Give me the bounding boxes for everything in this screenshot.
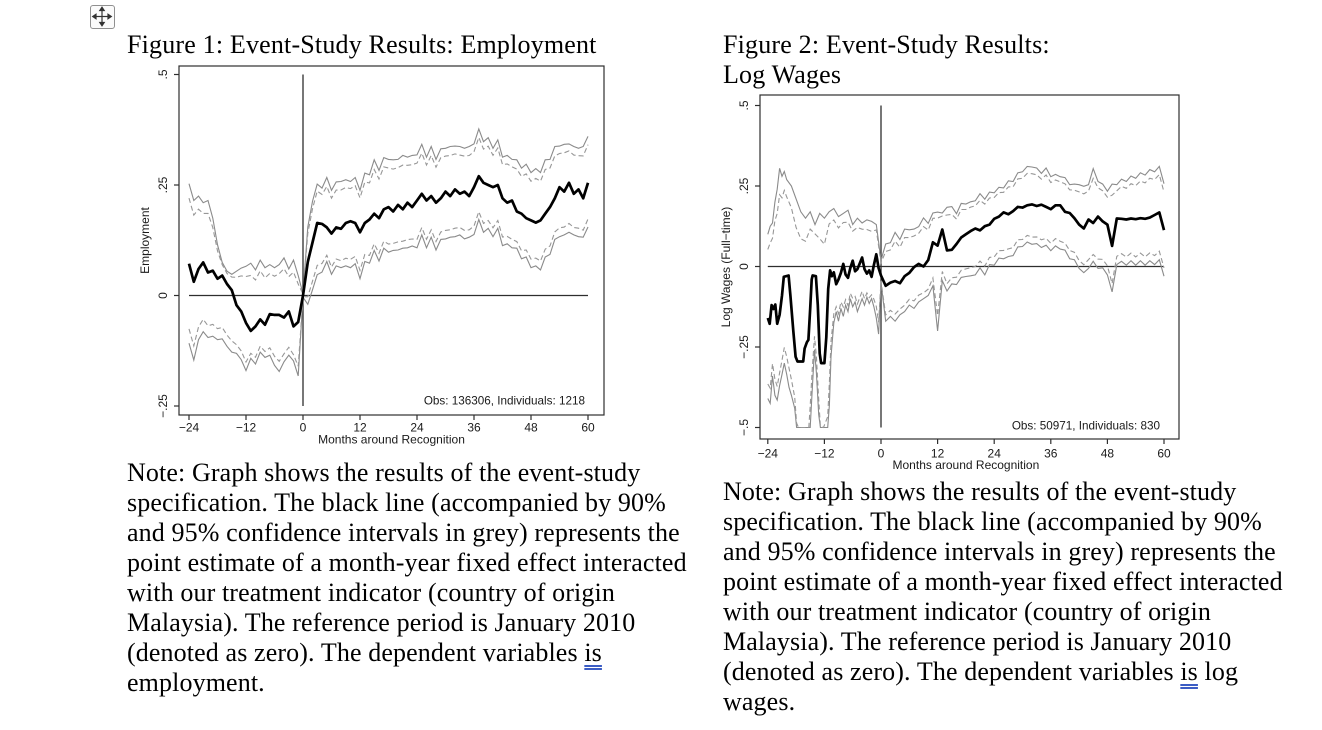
svg-text:−24: −24: [179, 421, 200, 435]
svg-text:0: 0: [156, 292, 170, 299]
svg-text:−.25: −.25: [737, 335, 751, 359]
svg-text:12: 12: [353, 421, 367, 435]
svg-text:0: 0: [737, 263, 751, 270]
svg-text:24: 24: [988, 447, 1002, 461]
svg-text:Obs: 136306, Individuals: 1218: Obs: 136306, Individuals: 1218: [424, 395, 585, 408]
svg-text:60: 60: [581, 421, 595, 435]
svg-text:−.5: −.5: [737, 419, 751, 436]
svg-text:−12: −12: [236, 421, 257, 435]
svg-text:36: 36: [467, 421, 481, 435]
svg-text:.25: .25: [156, 176, 170, 193]
svg-text:.25: .25: [737, 177, 751, 194]
svg-text:.5: .5: [156, 69, 170, 79]
svg-text:0: 0: [300, 421, 307, 435]
svg-text:24: 24: [410, 421, 424, 435]
svg-text:48: 48: [524, 421, 538, 435]
svg-text:−12: −12: [814, 447, 835, 461]
svg-text:Obs: 50971, Individuals: 830: Obs: 50971, Individuals: 830: [1012, 420, 1161, 433]
svg-text:0: 0: [878, 447, 885, 461]
svg-text:−24: −24: [758, 447, 779, 461]
svg-text:Months around Recognition: Months around Recognition: [893, 458, 1040, 472]
svg-text:Employment: Employment: [138, 206, 152, 273]
svg-text:Months around Recognition: Months around Recognition: [318, 433, 465, 447]
svg-text:12: 12: [931, 447, 945, 461]
svg-text:.5: .5: [737, 100, 751, 110]
svg-text:60: 60: [1157, 447, 1171, 461]
svg-text:48: 48: [1101, 447, 1115, 461]
svg-text:36: 36: [1044, 447, 1058, 461]
svg-text:−.25: −.25: [156, 394, 170, 418]
svg-text:Log Wages (Full−time): Log Wages (Full−time): [719, 207, 733, 328]
